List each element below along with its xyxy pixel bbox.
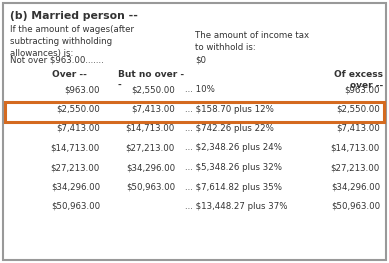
Text: $2,550.00: $2,550.00 — [56, 104, 100, 114]
Text: But no over -
-: But no over - - — [118, 70, 184, 90]
Text: Over --: Over -- — [52, 70, 87, 79]
Text: The amount of income tax
to withhold is:: The amount of income tax to withhold is: — [195, 31, 309, 52]
Text: $50,963.00: $50,963.00 — [331, 202, 380, 211]
Text: ... $158.70 plus 12%: ... $158.70 plus 12% — [185, 104, 274, 114]
Text: ... 10%: ... 10% — [185, 85, 215, 94]
Text: $14,713.00: $14,713.00 — [331, 144, 380, 153]
Text: $50,963.00: $50,963.00 — [51, 202, 100, 211]
Text: (b) Married person --: (b) Married person -- — [10, 11, 138, 21]
Text: If the amount of wages(after
subtracting withholding
allowances) is:: If the amount of wages(after subtracting… — [10, 25, 134, 58]
Text: Not over $963.00.......: Not over $963.00....... — [10, 56, 104, 65]
Text: $2,550.00: $2,550.00 — [336, 104, 380, 114]
Text: $34,296.00: $34,296.00 — [126, 163, 175, 172]
Text: $27,213.00: $27,213.00 — [331, 163, 380, 172]
Text: $963.00: $963.00 — [65, 85, 100, 94]
Text: $34,296.00: $34,296.00 — [51, 183, 100, 191]
Text: ... $5,348.26 plus 32%: ... $5,348.26 plus 32% — [185, 163, 282, 172]
Text: ... $13,448.27 plus 37%: ... $13,448.27 plus 37% — [185, 202, 287, 211]
Text: ... $2,348.26 plus 24%: ... $2,348.26 plus 24% — [185, 144, 282, 153]
Text: $2,550.00: $2,550.00 — [131, 85, 175, 94]
Text: $14,713.00: $14,713.00 — [51, 144, 100, 153]
Text: ... $742.26 plus 22%: ... $742.26 plus 22% — [185, 124, 274, 133]
Text: $7,413.00: $7,413.00 — [131, 104, 175, 114]
Text: $27,213.00: $27,213.00 — [51, 163, 100, 172]
Text: ... $7,614.82 plus 35%: ... $7,614.82 plus 35% — [185, 183, 282, 191]
Text: $7,413.00: $7,413.00 — [336, 124, 380, 133]
Text: $14,713.00: $14,713.00 — [126, 124, 175, 133]
Text: $0: $0 — [195, 56, 206, 65]
Text: Of excess
over --: Of excess over -- — [334, 70, 383, 90]
Text: $963.00: $963.00 — [345, 85, 380, 94]
Text: $27,213.00: $27,213.00 — [126, 144, 175, 153]
Text: $50,963.00: $50,963.00 — [126, 183, 175, 191]
Text: $7,413.00: $7,413.00 — [56, 124, 100, 133]
Text: $34,296.00: $34,296.00 — [331, 183, 380, 191]
